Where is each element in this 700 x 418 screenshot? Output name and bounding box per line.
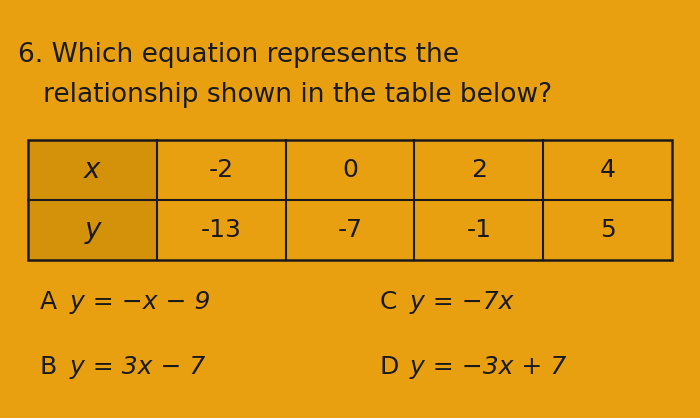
Text: 6. Which equation represents the: 6. Which equation represents the bbox=[18, 42, 459, 68]
Text: -1: -1 bbox=[466, 218, 491, 242]
Text: 4: 4 bbox=[600, 158, 615, 182]
Text: A: A bbox=[40, 290, 57, 314]
Text: -7: -7 bbox=[337, 218, 363, 242]
Text: relationship shown in the table below?: relationship shown in the table below? bbox=[18, 82, 552, 108]
Text: 5: 5 bbox=[600, 218, 615, 242]
Text: -13: -13 bbox=[201, 218, 241, 242]
Text: x: x bbox=[84, 156, 101, 184]
Bar bbox=[28, 140, 157, 260]
Text: B: B bbox=[40, 355, 57, 379]
Bar bbox=[28, 140, 672, 260]
Text: 2: 2 bbox=[471, 158, 486, 182]
Text: C: C bbox=[380, 290, 398, 314]
Text: y = −7x: y = −7x bbox=[402, 290, 513, 314]
Text: -2: -2 bbox=[209, 158, 234, 182]
Text: y: y bbox=[84, 216, 101, 244]
Text: y = −3x + 7: y = −3x + 7 bbox=[402, 355, 566, 379]
Text: D: D bbox=[380, 355, 400, 379]
Text: y = −x − 9: y = −x − 9 bbox=[62, 290, 211, 314]
Text: 0: 0 bbox=[342, 158, 358, 182]
Text: y = 3x − 7: y = 3x − 7 bbox=[62, 355, 205, 379]
